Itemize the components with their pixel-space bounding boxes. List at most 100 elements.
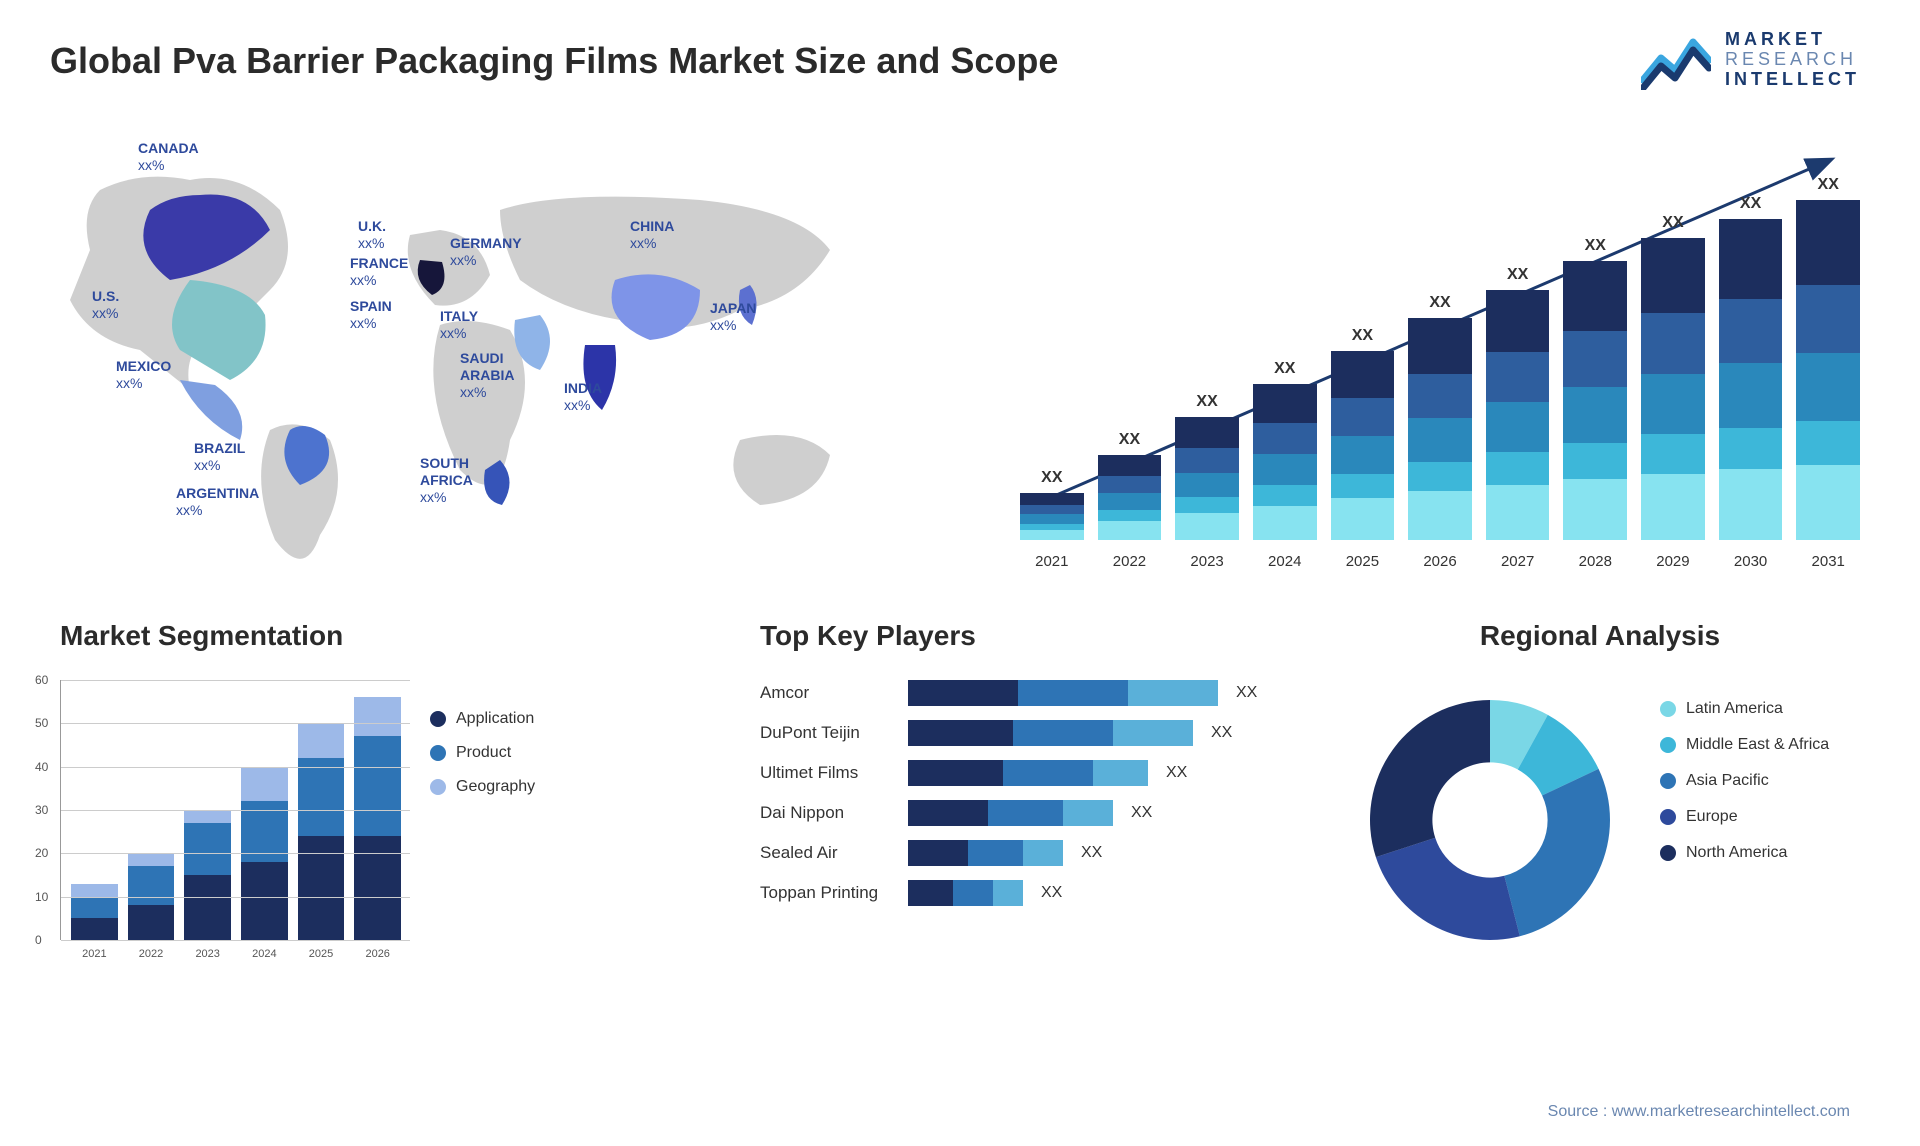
map-country-label: SOUTHAFRICAxx% (420, 455, 473, 505)
forecast-year-label: 2027 (1486, 553, 1550, 570)
forecast-year-label: 2023 (1175, 553, 1239, 570)
regional-analysis: Regional Analysis Latin America Middle Ea… (1340, 620, 1860, 950)
map-country-label: ITALYxx% (440, 308, 478, 342)
forecast-bar-value: XX (1818, 176, 1839, 194)
player-name: Amcor (760, 683, 890, 703)
player-name: Sealed Air (760, 843, 890, 863)
segm-year-label: 2023 (184, 948, 231, 960)
forecast-year-label: 2022 (1098, 553, 1162, 570)
segm-ytick: 20 (35, 846, 48, 860)
segm-legend-item: Geography (430, 778, 535, 796)
map-country-label: CANADAxx% (138, 140, 199, 174)
map-country-label: MEXICOxx% (116, 358, 171, 392)
forecast-year-label: 2021 (1020, 553, 1084, 570)
segm-year-label: 2025 (298, 948, 345, 960)
brand-line2: RESEARCH (1725, 50, 1860, 70)
donut-slice (1376, 838, 1520, 940)
player-value: XX (1166, 764, 1187, 782)
source-attribution: Source : www.marketresearchintellect.com (1548, 1103, 1850, 1121)
forecast-bar: XX (1408, 294, 1472, 540)
player-value: XX (1131, 804, 1152, 822)
regional-legend-item: Latin America (1660, 700, 1829, 718)
forecast-bar-value: XX (1507, 266, 1528, 284)
donut-slice (1504, 769, 1610, 936)
forecast-bar: XX (1486, 266, 1550, 540)
player-row: Toppan Printing XX (760, 880, 1280, 906)
map-country-label: SAUDIARABIAxx% (460, 350, 514, 400)
top-key-players: Top Key Players AmcorXXDuPont TeijinXXUl… (760, 620, 1280, 950)
map-country-label: U.S.xx% (92, 288, 119, 322)
segm-bar (71, 884, 118, 940)
segm-bar (298, 723, 345, 940)
forecast-bar-value: XX (1352, 327, 1373, 345)
regional-legend-item: North America (1660, 844, 1829, 862)
forecast-year-label: 2030 (1719, 553, 1783, 570)
regional-title: Regional Analysis (1340, 620, 1860, 652)
forecast-bar-value: XX (1119, 431, 1140, 449)
player-value: XX (1236, 684, 1257, 702)
segm-year-label: 2021 (71, 948, 118, 960)
brand-line1: MARKET (1725, 30, 1860, 50)
segm-bar (354, 697, 401, 940)
page-title: Global Pva Barrier Packaging Films Marke… (50, 40, 1058, 82)
forecast-bar-value: XX (1740, 195, 1761, 213)
forecast-year-label: 2029 (1641, 553, 1705, 570)
segm-ytick: 10 (35, 890, 48, 904)
regional-legend-item: Europe (1660, 808, 1829, 826)
segm-legend-item: Product (430, 744, 535, 762)
segm-bar (184, 810, 231, 940)
segm-ytick: 50 (35, 716, 48, 730)
forecast-year-label: 2025 (1331, 553, 1395, 570)
segm-year-label: 2022 (128, 948, 175, 960)
forecast-bar: XX (1796, 176, 1860, 540)
forecast-bar-value: XX (1662, 214, 1683, 232)
player-name: DuPont Teijin (760, 723, 890, 743)
forecast-year-label: 2026 (1408, 553, 1472, 570)
player-value: XX (1041, 884, 1062, 902)
donut-slice (1370, 700, 1490, 857)
player-row: Dai Nippon XX (760, 800, 1280, 826)
player-name: Toppan Printing (760, 883, 890, 903)
brand-line3: INTELLECT (1725, 70, 1860, 90)
segm-ytick: 40 (35, 760, 48, 774)
forecast-bar-value: XX (1585, 237, 1606, 255)
player-name: Ultimet Films (760, 763, 890, 783)
map-country-label: JAPANxx% (710, 300, 756, 334)
forecast-year-label: 2031 (1796, 553, 1860, 570)
segm-legend-item: Application (430, 710, 535, 728)
player-name: Dai Nippon (760, 803, 890, 823)
segm-ytick: 60 (35, 673, 48, 687)
forecast-bar-value: XX (1196, 393, 1217, 411)
forecast-bar-value: XX (1429, 294, 1450, 312)
segm-year-label: 2026 (354, 948, 401, 960)
brand-logo: MARKET RESEARCH INTELLECT (1641, 30, 1860, 90)
map-country-label: SPAINxx% (350, 298, 392, 332)
map-country-label: BRAZILxx% (194, 440, 245, 474)
forecast-bar: XX (1175, 393, 1239, 540)
segm-ytick: 30 (35, 803, 48, 817)
map-country-label: ARGENTINAxx% (176, 485, 259, 519)
world-map: CANADAxx% U.S.xx% MEXICOxx% BRAZILxx% ARGENT… (40, 140, 940, 580)
brand-logo-mark (1641, 30, 1711, 90)
forecast-bar: XX (1331, 327, 1395, 540)
forecast-year-label: 2024 (1253, 553, 1317, 570)
players-title: Top Key Players (760, 620, 1280, 652)
market-size-chart: XX XX XX XX XX XX XX XX XX XX XX 2021 2022 2023 2024 2… (1020, 150, 1860, 570)
player-value: XX (1211, 724, 1232, 742)
forecast-bar: XX (1719, 195, 1783, 540)
segmentation-title: Market Segmentation (60, 620, 580, 652)
forecast-year-label: 2028 (1563, 553, 1627, 570)
forecast-bar: XX (1253, 360, 1317, 540)
player-row: Ultimet Films XX (760, 760, 1280, 786)
segm-year-label: 2024 (241, 948, 288, 960)
map-country-label: CHINAxx% (630, 218, 674, 252)
market-segmentation: Market Segmentation 20212022202320242025… (60, 620, 580, 950)
map-country-label: U.K.xx% (358, 218, 386, 252)
map-country-label: GERMANYxx% (450, 235, 522, 269)
forecast-bar-value: XX (1274, 360, 1295, 378)
map-country-label: INDIAxx% (564, 380, 602, 414)
forecast-bar: XX (1563, 237, 1627, 540)
regional-legend-item: Middle East & Africa (1660, 736, 1829, 754)
forecast-bar: XX (1020, 469, 1084, 540)
player-row: DuPont Teijin XX (760, 720, 1280, 746)
